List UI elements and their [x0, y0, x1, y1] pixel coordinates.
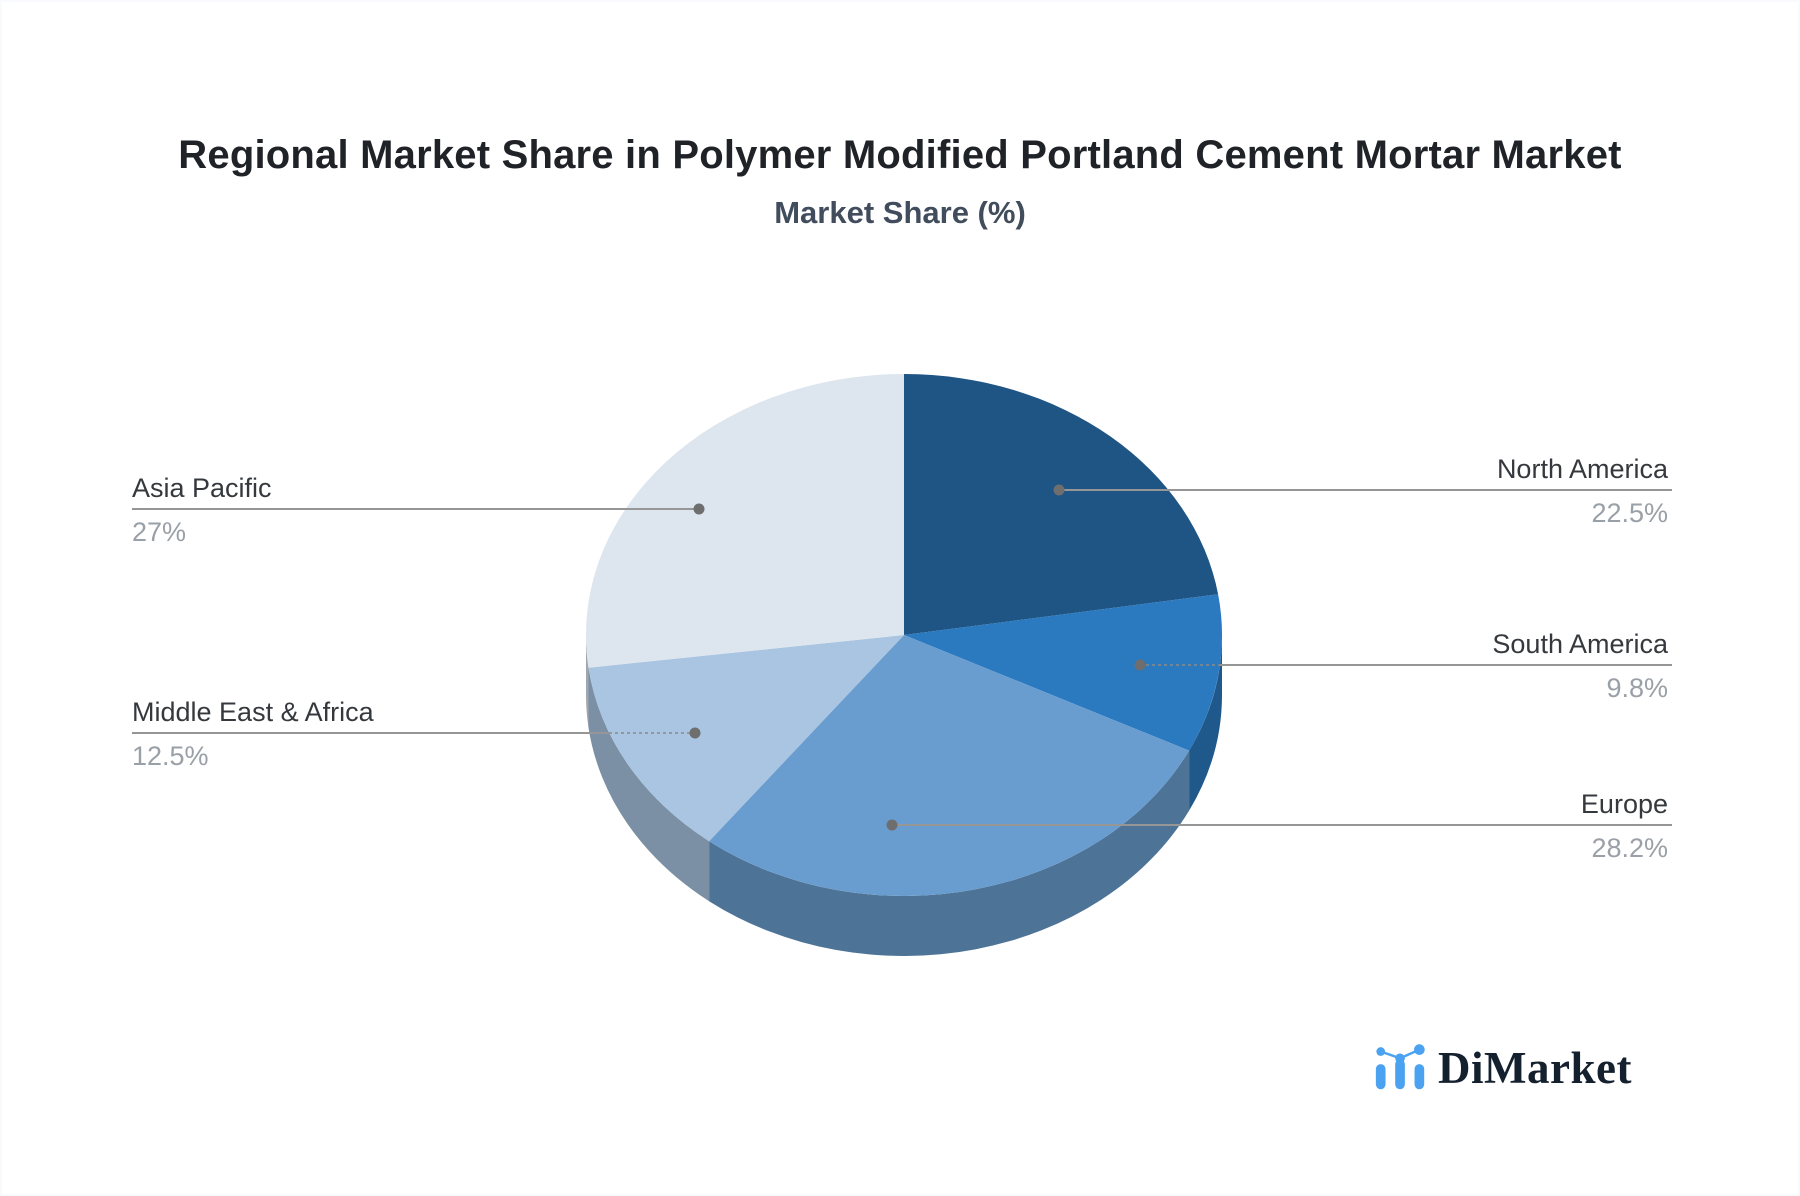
leader-dot-south-america — [1134, 659, 1146, 671]
leader-dot-middle-east-and-africa — [689, 727, 701, 739]
bar-line-chart-icon — [1375, 1044, 1425, 1090]
chart-title: Regional Market Share in Polymer Modifie… — [178, 133, 1622, 177]
pie-slice-side-europe — [709, 750, 1190, 956]
dimarket-logo-text: DiMarket — [1438, 1043, 1632, 1093]
leader-dot-europe — [886, 819, 898, 831]
pie-slice-asia-pacific[interactable] — [585, 374, 904, 668]
slice-label-north-america: North America — [1496, 454, 1668, 484]
slice-value-south-america: 9.8% — [1606, 673, 1668, 703]
slice-label-south-america: South America — [1492, 629, 1668, 659]
slice-value-north-america: 22.5% — [1591, 498, 1668, 528]
pie-slice-middle-east-and-africa[interactable] — [588, 635, 905, 842]
pie-slice-south-america[interactable] — [904, 594, 1223, 751]
pie-slice-europe[interactable] — [709, 635, 1190, 896]
chart-subtitle: Market Share (%) — [774, 195, 1026, 230]
pie-slice-side-asia-pacific — [586, 635, 589, 728]
leader-dot-asia-pacific — [693, 503, 705, 515]
slice-label-europe: Europe — [1580, 789, 1668, 819]
slice-value-middle-east-africa: 12.5% — [132, 741, 209, 771]
pie-slice-side-middle-east-and-africa — [588, 667, 710, 902]
pie-slice-side-south-america — [1189, 635, 1222, 811]
slice-label-asia-pacific: Asia Pacific — [132, 473, 272, 503]
leader-dot-north-america — [1053, 484, 1065, 496]
dimarket-logo: DiMarket — [1372, 1042, 1632, 1098]
slice-value-europe: 28.2% — [1591, 833, 1668, 863]
slice-value-asia-pacific: 27% — [132, 517, 187, 547]
pie-slice-north-america[interactable] — [904, 374, 1219, 635]
slice-label-middle-east-africa: Middle East & Africa — [132, 697, 374, 727]
